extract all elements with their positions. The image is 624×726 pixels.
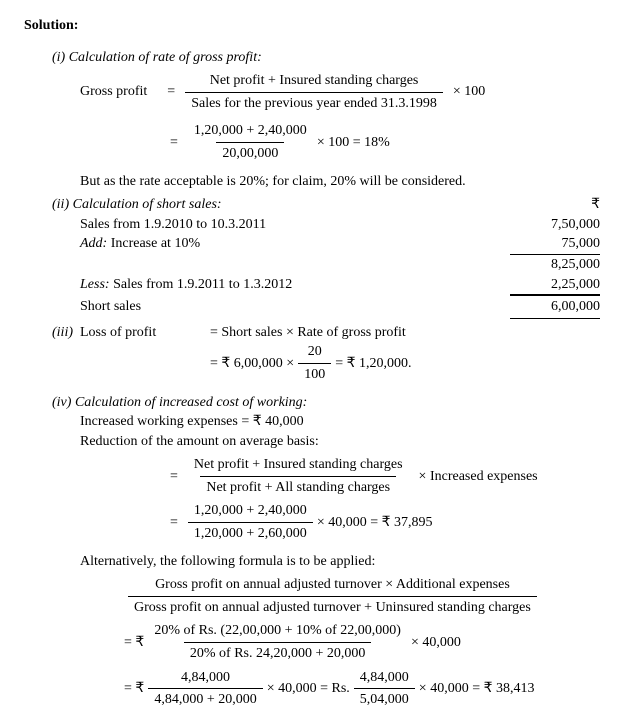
part4-formulaA-row: = Net profit + Insured standing charges …	[164, 455, 600, 497]
fraction-denominator: 20% of Rs. 24,20,000 + 20,000	[184, 642, 372, 664]
part2-heading: Calculation of short sales:	[73, 197, 222, 212]
equals-sign: =	[167, 82, 175, 102]
part4-calcB1-row: = ₹ 20% of Rs. (22,00,000 + 10% of 22,00…	[124, 621, 600, 663]
part1-heading: Calculation of rate of gross profit:	[69, 50, 262, 65]
part2-roman: (ii)	[52, 197, 69, 212]
part1-formula-fraction: Net profit + Insured standing charges Sa…	[185, 71, 443, 113]
sales-period-1-value: 7,50,000	[510, 215, 600, 235]
equals-sign: =	[170, 133, 178, 153]
less-prefix: Less:	[80, 277, 110, 292]
short-sales-label: Short sales	[80, 297, 510, 317]
add-prefix: Add:	[80, 236, 107, 251]
part1-note: But as the rate acceptable is 20%; for c…	[80, 172, 600, 192]
calcB1-tail: × 40,000	[411, 633, 461, 653]
part4-roman: (iv)	[52, 395, 71, 410]
fraction-numerator: Net profit + Insured standing charges	[204, 71, 425, 92]
equals-sign: =	[170, 467, 178, 487]
increased-expenses-line: Increased working expenses = ₹ 40,000	[80, 412, 600, 432]
part1-calc-row: = 1,20,000 + 2,40,000 20,00,000 × 100 = …	[164, 121, 600, 163]
times-100: × 100	[453, 82, 485, 102]
fraction-denominator: 4,84,000 + 20,000	[148, 688, 262, 710]
part4-formulaB-fraction: Gross profit on annual adjusted turnover…	[128, 575, 537, 617]
alternative-text: Alternatively, the following formula is …	[80, 552, 600, 572]
fraction-numerator: 1,20,000 + 2,40,000	[188, 501, 313, 522]
part4-formulaA-tail: × Increased expenses	[419, 467, 538, 487]
subtotal-value: 8,25,000	[510, 255, 600, 275]
calcB2-mid: × 40,000 = Rs.	[267, 679, 350, 699]
part3-calc-prefix: = ₹ 6,00,000 ×	[210, 354, 294, 374]
part4-formulaA-fraction: Net profit + Insured standing charges Ne…	[188, 455, 409, 497]
increase-value: 75,000	[510, 234, 600, 255]
part3-roman: (iii)	[52, 323, 80, 343]
part4-formulaB-row: Gross profit on annual adjusted turnover…	[124, 575, 600, 617]
reduction-line: Reduction of the amount on average basis…	[80, 432, 600, 452]
part4-heading: Calculation of increased cost of working…	[75, 395, 307, 410]
currency-header: ₹	[510, 195, 600, 215]
fraction-denominator: 5,04,000	[354, 688, 415, 710]
short-sales-value: 6,00,000	[510, 295, 600, 319]
part4-calcB2b-fraction: 4,84,000 5,04,000	[354, 668, 415, 710]
fraction-numerator: 4,84,000	[354, 668, 415, 689]
part4-calcB2a-fraction: 4,84,000 4,84,000 + 20,000	[148, 668, 262, 710]
fraction-numerator: 1,20,000 + 2,40,000	[188, 121, 313, 142]
part3-calc-suffix: = ₹ 1,20,000.	[335, 354, 411, 374]
fraction-numerator: 20% of Rs. (22,00,000 + 10% of 22,00,000…	[148, 621, 407, 642]
fraction-numerator: Net profit + Insured standing charges	[188, 455, 409, 476]
gross-profit-label: Gross profit	[80, 82, 147, 102]
fraction-denominator: 20,00,000	[216, 142, 284, 164]
fraction-denominator: Gross profit on annual adjusted turnover…	[128, 596, 537, 618]
sales-period-2-label: Sales from 1.9.2011 to 1.3.2012	[110, 277, 293, 292]
sales-period-1-label: Sales from 1.9.2010 to 10.3.2011	[80, 215, 510, 235]
fraction-denominator: 100	[298, 363, 331, 385]
increase-label: Increase at 10%	[107, 236, 200, 251]
fraction-denominator: Net profit + All standing charges	[200, 476, 396, 498]
fraction-numerator: 4,84,000	[175, 668, 236, 689]
fraction-numerator: 20	[302, 342, 328, 363]
calcB2-tail: × 40,000 = ₹ 38,413	[419, 679, 535, 699]
loss-of-profit-label: Loss of profit	[80, 323, 210, 343]
calcB1-prefix: = ₹	[124, 633, 144, 653]
fraction-denominator: 1,20,000 + 2,60,000	[188, 522, 313, 544]
part4-calcA-fraction: 1,20,000 + 2,40,000 1,20,000 + 2,60,000	[188, 501, 313, 543]
part1-calc-tail: × 100 = 18%	[317, 133, 390, 153]
calcB2-prefix: = ₹	[124, 679, 144, 699]
part4-calcB1-fraction: 20% of Rs. (22,00,000 + 10% of 22,00,000…	[148, 621, 407, 663]
part1-roman: (i)	[52, 50, 65, 65]
part1-calc-fraction: 1,20,000 + 2,40,000 20,00,000	[188, 121, 313, 163]
fraction-numerator: Gross profit on annual adjusted turnover…	[149, 575, 516, 596]
part3-fraction: 20 100	[298, 342, 331, 384]
part4-calcB2-row: = ₹ 4,84,000 4,84,000 + 20,000 × 40,000 …	[124, 668, 600, 710]
part1-formula-row: Gross profit = Net profit + Insured stan…	[80, 71, 600, 113]
loss-of-profit-formula: = Short sales × Rate of gross profit	[210, 323, 406, 343]
sales-period-2-value: 2,25,000	[510, 275, 600, 296]
part4-calcA-tail: × 40,000 = ₹ 37,895	[317, 513, 433, 533]
part3-calc-row: = ₹ 6,00,000 × 20 100 = ₹ 1,20,000.	[210, 342, 600, 384]
part4-calcA-row: = 1,20,000 + 2,40,000 1,20,000 + 2,60,00…	[164, 501, 600, 543]
solution-title: Solution:	[24, 16, 600, 36]
fraction-denominator: Sales for the previous year ended 31.3.1…	[185, 92, 443, 114]
equals-sign: =	[170, 513, 178, 533]
